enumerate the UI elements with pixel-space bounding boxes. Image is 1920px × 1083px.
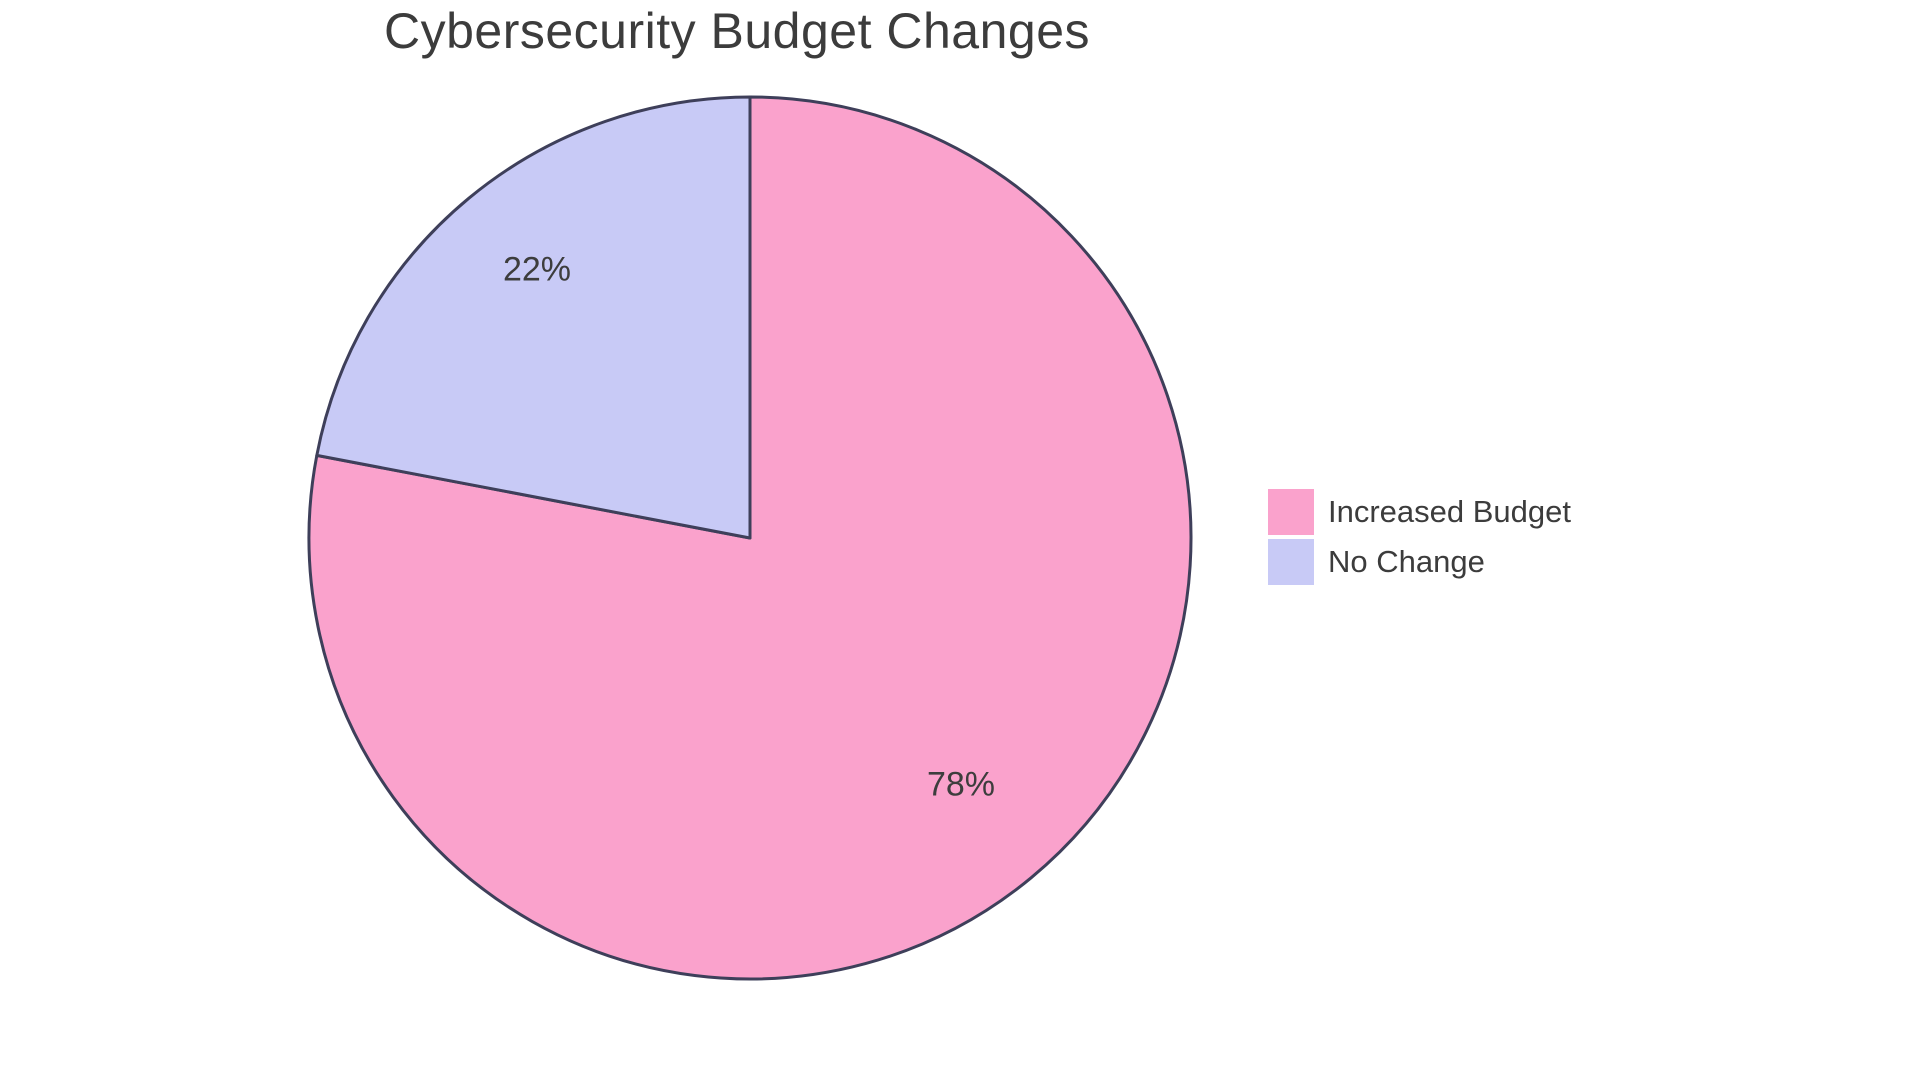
legend-item-increased-budget: Increased Budget (1268, 489, 1571, 535)
slice-label-increased-budget: 78% (926, 765, 996, 804)
legend-swatch-increased-budget (1268, 489, 1314, 535)
pie-slice-increased-budget (307, 95, 1193, 981)
slice-label-no-change: 22% (502, 250, 572, 289)
legend-label-no-change: No Change (1328, 544, 1485, 579)
pie-slice-no-change (315, 95, 752, 540)
legend-item-no-change: No Change (1268, 539, 1571, 585)
pie-chart (307, 95, 1193, 981)
legend-label-increased-budget: Increased Budget (1328, 494, 1572, 529)
chart-title: Cybersecurity Budget Changes (383, 3, 1091, 59)
legend: Increased Budget No Change (1268, 489, 1571, 589)
legend-swatch-no-change (1268, 539, 1314, 585)
